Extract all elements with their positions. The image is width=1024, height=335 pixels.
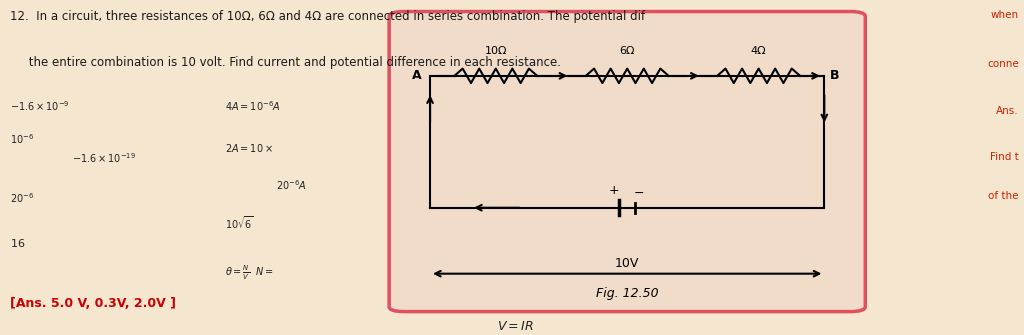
Text: 6Ω: 6Ω <box>620 46 635 56</box>
Text: $20^{-6}$: $20^{-6}$ <box>10 191 35 205</box>
Text: 10V: 10V <box>615 257 639 270</box>
Text: when: when <box>991 10 1019 20</box>
Text: conne: conne <box>987 59 1019 69</box>
Text: Ans.: Ans. <box>996 106 1019 116</box>
Text: 4Ω: 4Ω <box>751 46 766 56</box>
Text: A: A <box>413 69 422 82</box>
Text: $V = IR$: $V = IR$ <box>498 320 535 333</box>
Text: [Ans. 5.0 V, 0.3V, 2.0V ]: [Ans. 5.0 V, 0.3V, 2.0V ] <box>10 297 176 310</box>
Text: $20^{-6}A$: $20^{-6}A$ <box>276 178 307 192</box>
Text: $16$: $16$ <box>10 238 26 250</box>
Text: $\theta = \frac{N}{V}\ \ N=$: $\theta = \frac{N}{V}\ \ N=$ <box>225 264 274 282</box>
Text: $-1.6\times10^{-19}$: $-1.6\times10^{-19}$ <box>72 152 135 165</box>
Text: $4A = 10^{-6}A$: $4A = 10^{-6}A$ <box>225 99 281 113</box>
Text: B: B <box>829 69 839 82</box>
Text: $10^{-6}$: $10^{-6}$ <box>10 132 35 146</box>
Text: −: − <box>633 187 644 199</box>
Text: Fig. 12.50: Fig. 12.50 <box>596 287 658 300</box>
Text: the entire combination is 10 volt. Find current and potential difference in each: the entire combination is 10 volt. Find … <box>10 56 561 69</box>
Text: 12.  In a circuit, three resistances of 10Ω, 6Ω and 4Ω are connected in series c: 12. In a circuit, three resistances of 1… <box>10 10 645 23</box>
FancyBboxPatch shape <box>389 11 865 312</box>
Text: +: + <box>608 184 620 197</box>
Text: $-1.6\times10^{-9}$: $-1.6\times10^{-9}$ <box>10 99 70 113</box>
Text: 10Ω: 10Ω <box>484 46 507 56</box>
Text: $2A = 10\times$: $2A = 10\times$ <box>225 142 273 154</box>
Text: $10\sqrt{6}$: $10\sqrt{6}$ <box>225 214 254 231</box>
Text: Find t: Find t <box>990 152 1019 162</box>
Text: of the: of the <box>988 191 1019 201</box>
